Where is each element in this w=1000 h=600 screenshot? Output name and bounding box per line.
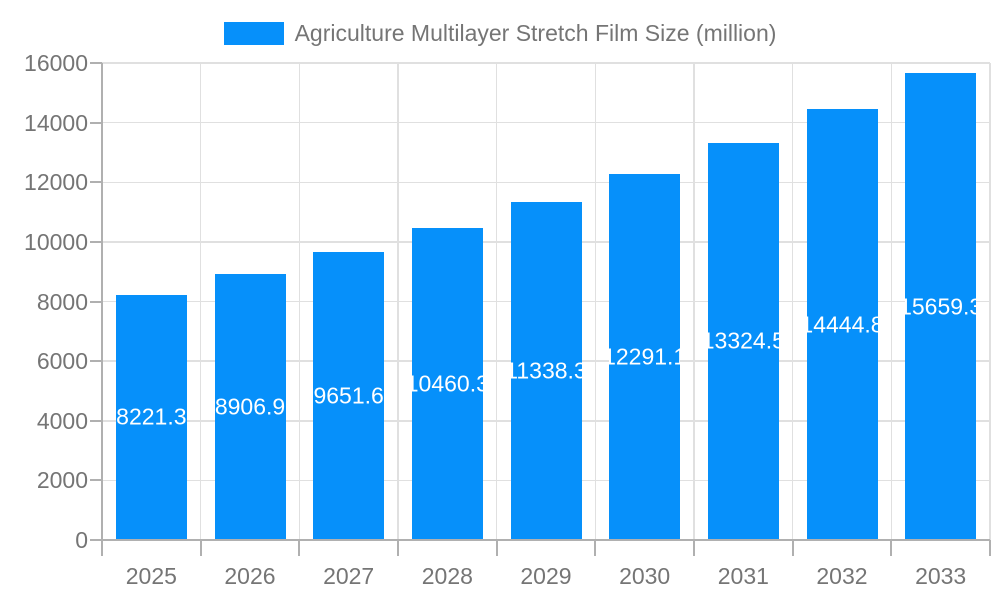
bar-value-label: 13324.5 <box>707 327 779 354</box>
bar-2026[interactable]: 8906.9 <box>214 274 286 540</box>
bar-value-label: 8221.3 <box>116 403 187 430</box>
bar-value-label: 15659.3 <box>905 293 977 320</box>
y-axis-tick <box>90 539 102 541</box>
x-axis-tick <box>495 540 498 556</box>
y-axis-tick <box>90 181 102 184</box>
gridline-vertical <box>989 63 991 540</box>
x-axis-tick <box>989 540 991 556</box>
bar-2025[interactable]: 8221.3 <box>115 294 187 540</box>
gridline-horizontal <box>102 121 990 124</box>
bar-2033[interactable]: 15659.3 <box>905 73 977 540</box>
bar-2031[interactable]: 13324.5 <box>707 142 779 540</box>
gridline-vertical <box>791 63 794 540</box>
x-axis-tick <box>397 540 399 556</box>
y-axis-tick-label: 14000 <box>24 109 88 136</box>
bar-2029[interactable]: 11338.3 <box>510 201 582 540</box>
bar-value-label: 14444.8 <box>806 311 878 338</box>
y-axis-tick <box>90 121 102 124</box>
y-axis-tick <box>90 240 102 243</box>
gridline-vertical <box>397 63 399 540</box>
x-axis-tick <box>298 540 301 556</box>
legend-label: Agriculture Multilayer Stretch Film Size… <box>294 19 777 46</box>
gridline-horizontal <box>102 62 990 64</box>
chart-legend[interactable]: Agriculture Multilayer Stretch Film Size… <box>0 19 1000 47</box>
legend-swatch <box>223 21 284 45</box>
gridline-vertical <box>298 63 301 540</box>
y-axis-tick-label: 8000 <box>36 288 88 315</box>
x-axis-tick <box>890 540 893 556</box>
bar-2030[interactable]: 12291.1 <box>609 173 681 540</box>
bar-2028[interactable]: 10460.3 <box>411 228 483 540</box>
bar-2027[interactable]: 9651.6 <box>313 252 385 540</box>
x-axis-label: 2031 <box>717 563 769 589</box>
x-axis-label: 2029 <box>520 563 572 589</box>
bar-value-label: 12291.1 <box>609 343 681 370</box>
gridline-vertical <box>594 63 597 540</box>
y-axis-tick <box>90 300 102 303</box>
y-axis-tick-label: 6000 <box>36 348 88 375</box>
y-axis-tick-label: 12000 <box>24 169 88 196</box>
y-axis-tick-label: 2000 <box>36 467 88 494</box>
y-axis-tick-label: 4000 <box>36 407 88 434</box>
bar-value-label: 9651.6 <box>313 382 384 409</box>
gridline-horizontal <box>102 181 990 183</box>
x-axis-tick <box>693 540 695 556</box>
x-axis-label: 2030 <box>619 563 671 589</box>
x-axis-line <box>90 539 990 541</box>
x-axis-label: 2028 <box>421 563 473 589</box>
gridline-vertical <box>693 63 695 540</box>
gridline-vertical <box>890 63 893 540</box>
x-axis-tick <box>594 540 597 556</box>
bar-value-label: 11338.3 <box>511 357 582 384</box>
y-axis-tick-label: 16000 <box>24 50 88 76</box>
y-axis-tick <box>90 419 102 422</box>
gridline-vertical <box>199 63 202 540</box>
y-axis-tick-label: 10000 <box>24 228 88 255</box>
y-axis-tick-label: 0 <box>75 527 88 553</box>
bar-value-label: 10460.3 <box>411 370 483 397</box>
y-axis-tick <box>90 479 102 482</box>
x-axis-tick <box>199 540 202 556</box>
bar-value-label: 8906.9 <box>214 393 286 420</box>
bar-2032[interactable]: 14444.8 <box>806 109 878 540</box>
x-axis-label: 2032 <box>816 563 868 589</box>
y-axis-tick <box>90 360 102 363</box>
x-axis-tick <box>101 540 103 556</box>
y-axis-tick <box>90 62 102 64</box>
x-axis-label: 2027 <box>323 563 375 589</box>
plot-area: 8221.3 8906.9 9651.6 10460.3 11338.3 12291.1 1… <box>102 62 991 540</box>
x-axis-label: 2025 <box>125 563 177 589</box>
x-axis-label: 2026 <box>224 563 276 589</box>
y-axis-line <box>101 63 103 540</box>
x-axis-label: 2033 <box>915 563 967 589</box>
x-axis-tick <box>791 540 794 556</box>
gridline-vertical <box>495 63 498 540</box>
